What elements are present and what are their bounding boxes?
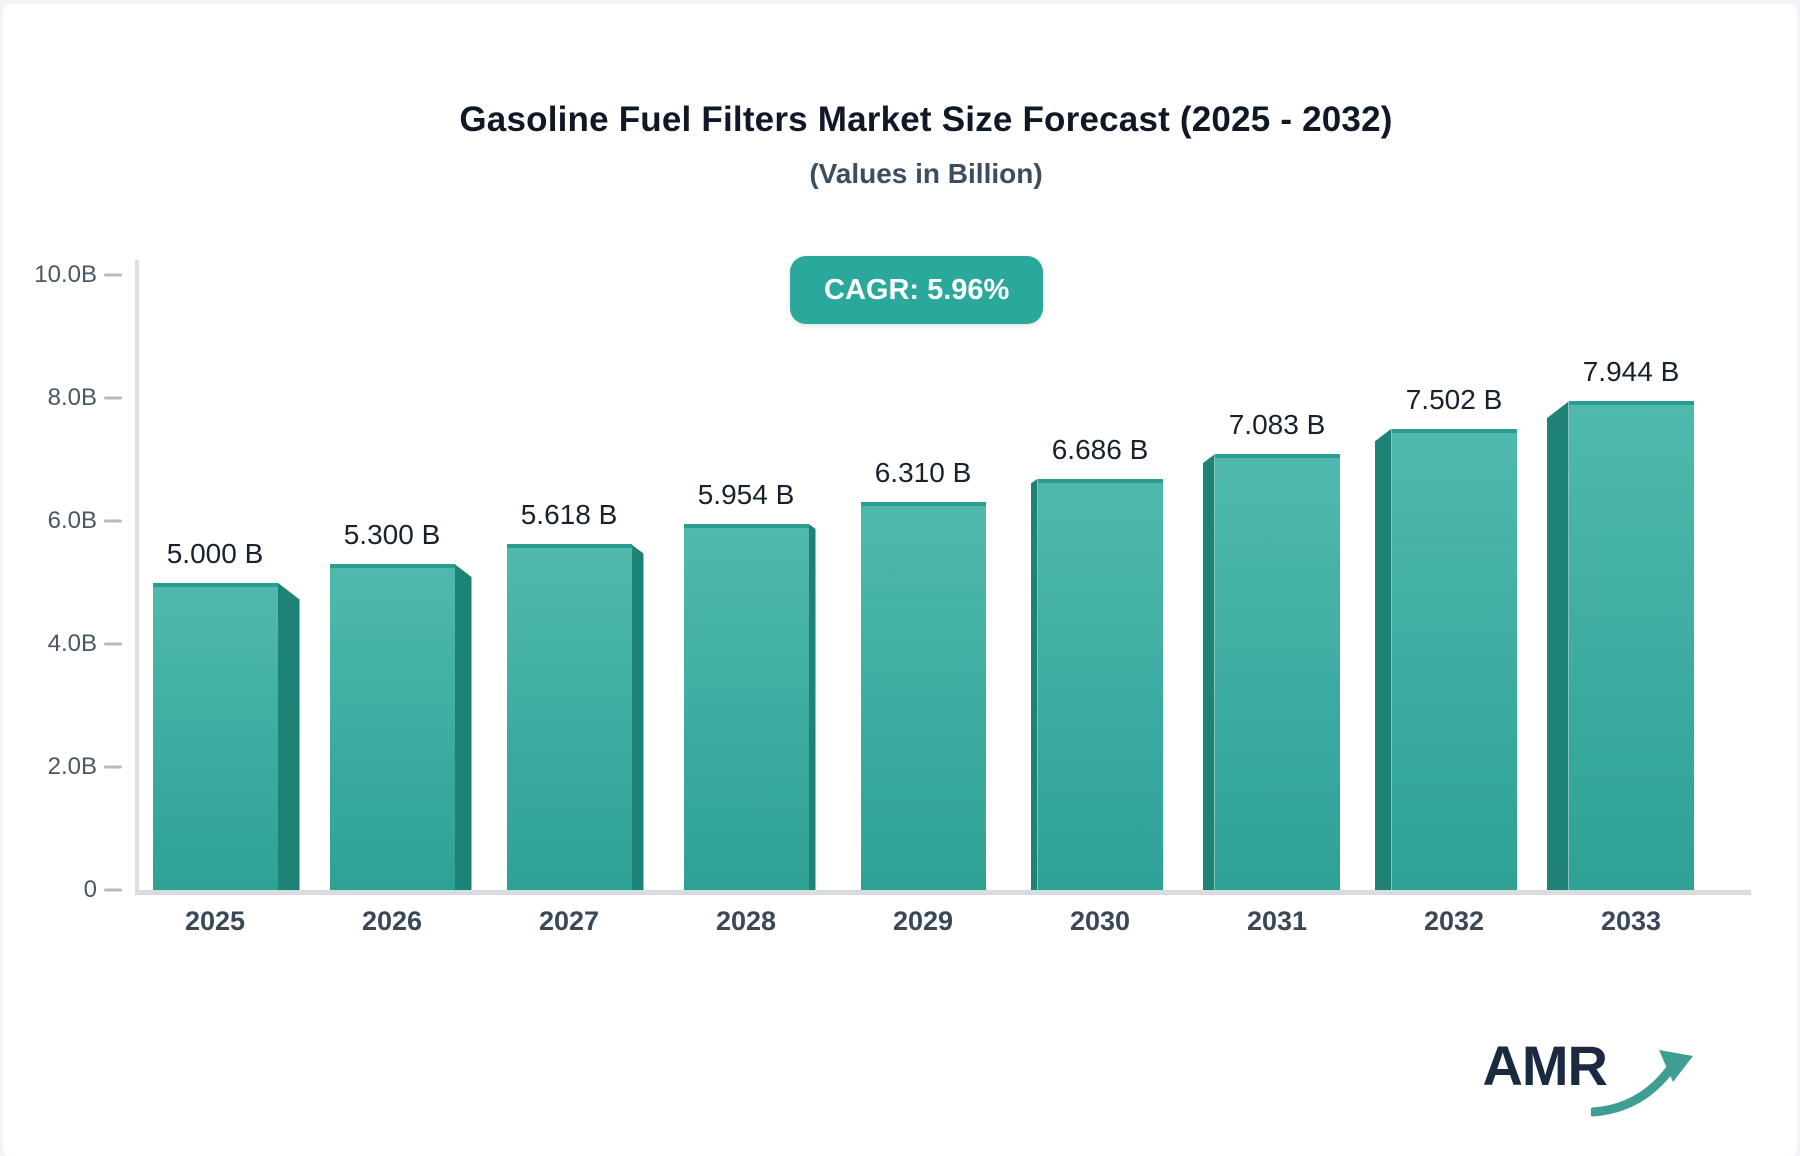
amr-logo: AMR bbox=[1482, 1038, 1701, 1120]
bar-2033[interactable] bbox=[1568, 401, 1694, 890]
x-axis-label-2030: 2030 bbox=[1069, 906, 1131, 936]
bar-2025[interactable] bbox=[152, 582, 278, 890]
y-tick-label: 0 bbox=[83, 876, 97, 903]
y-tick-mark bbox=[104, 396, 122, 400]
y-tick-label: 4.0B bbox=[47, 630, 97, 657]
x-axis-label-2033: 2033 bbox=[1600, 906, 1662, 936]
x-axis-label-2031: 2031 bbox=[1246, 906, 1308, 936]
y-tick-label: 6.0B bbox=[47, 507, 97, 534]
x-axis-label-2025: 2025 bbox=[184, 906, 246, 936]
chart-title: Gasoline Fuel Filters Market Size Foreca… bbox=[459, 100, 1393, 139]
y-tick-mark bbox=[104, 519, 122, 523]
y-tick-mark bbox=[104, 765, 122, 769]
bar-2030-side bbox=[1030, 478, 1038, 890]
y-tick-label: 8.0B bbox=[47, 384, 97, 411]
bar-value-label: 7.944 B bbox=[1582, 356, 1680, 388]
bar-2026[interactable] bbox=[329, 564, 455, 890]
growth-arrow-icon bbox=[1591, 1050, 1693, 1117]
y-tick-label: 2.0B bbox=[47, 753, 97, 780]
x-axis-label-2027: 2027 bbox=[538, 906, 600, 936]
bar-value-label: 6.310 B bbox=[874, 456, 972, 488]
chart-header: Gasoline Fuel Filters Market Size Foreca… bbox=[126, 100, 1726, 190]
bar-2027-side bbox=[631, 544, 644, 890]
bar-2026-side bbox=[454, 564, 472, 890]
bar-value-label: 6.686 B bbox=[1051, 433, 1149, 465]
bar-2031[interactable] bbox=[1214, 454, 1340, 890]
bar-2025-side bbox=[277, 582, 300, 890]
x-axis-line bbox=[135, 890, 1751, 895]
x-axis-label-2028: 2028 bbox=[715, 906, 777, 936]
chart-subtitle: (Values in Billion) bbox=[809, 158, 1043, 189]
bar-value-label: 7.502 B bbox=[1405, 383, 1503, 415]
bar-2028-side bbox=[808, 523, 816, 890]
bar-2030[interactable] bbox=[1037, 478, 1163, 890]
bar-2028[interactable] bbox=[683, 523, 809, 890]
bar-value-label: 7.083 B bbox=[1228, 409, 1326, 441]
y-tick-mark bbox=[104, 273, 122, 277]
bar-2032[interactable] bbox=[1391, 428, 1517, 890]
bar-2032-side bbox=[1374, 428, 1392, 890]
y-tick-label: 10.0B bbox=[34, 261, 97, 288]
bar-2031-side bbox=[1202, 454, 1215, 890]
y-axis-line bbox=[135, 260, 139, 890]
amr-logo-text: AMR bbox=[1482, 1034, 1608, 1097]
bar-value-label: 5.000 B bbox=[166, 537, 264, 569]
y-tick-mark bbox=[104, 642, 122, 646]
bar-2029[interactable] bbox=[860, 501, 986, 890]
cagr-badge: CAGR: 5.96% bbox=[790, 256, 1044, 324]
bar-value-label: 5.618 B bbox=[520, 499, 618, 531]
bar-value-label: 5.300 B bbox=[343, 519, 441, 551]
x-axis-label-2032: 2032 bbox=[1423, 906, 1485, 936]
x-axis-label-2029: 2029 bbox=[892, 906, 954, 936]
chart-card: Gasoline Fuel Filters Market Size Foreca… bbox=[3, 4, 1797, 1156]
bar-2027[interactable] bbox=[506, 544, 632, 890]
bar-value-label: 5.954 B bbox=[697, 478, 795, 510]
x-axis-label-2026: 2026 bbox=[361, 906, 423, 936]
y-tick-mark bbox=[104, 888, 122, 892]
bar-2033-side bbox=[1546, 401, 1569, 890]
